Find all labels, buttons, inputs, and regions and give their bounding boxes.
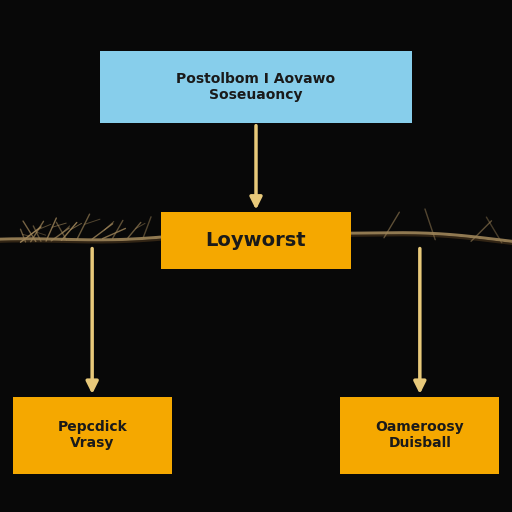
Text: Oameroosy
Duisball: Oameroosy Duisball <box>375 420 464 450</box>
Text: Pepcdick
Vrasy: Pepcdick Vrasy <box>57 420 127 450</box>
FancyBboxPatch shape <box>161 212 351 269</box>
FancyBboxPatch shape <box>340 397 499 474</box>
FancyBboxPatch shape <box>100 51 412 123</box>
FancyBboxPatch shape <box>13 397 172 474</box>
Text: Loyworst: Loyworst <box>206 231 306 250</box>
Text: Postolbom I Aovawo
Soseuaoncy: Postolbom I Aovawo Soseuaoncy <box>177 72 335 102</box>
